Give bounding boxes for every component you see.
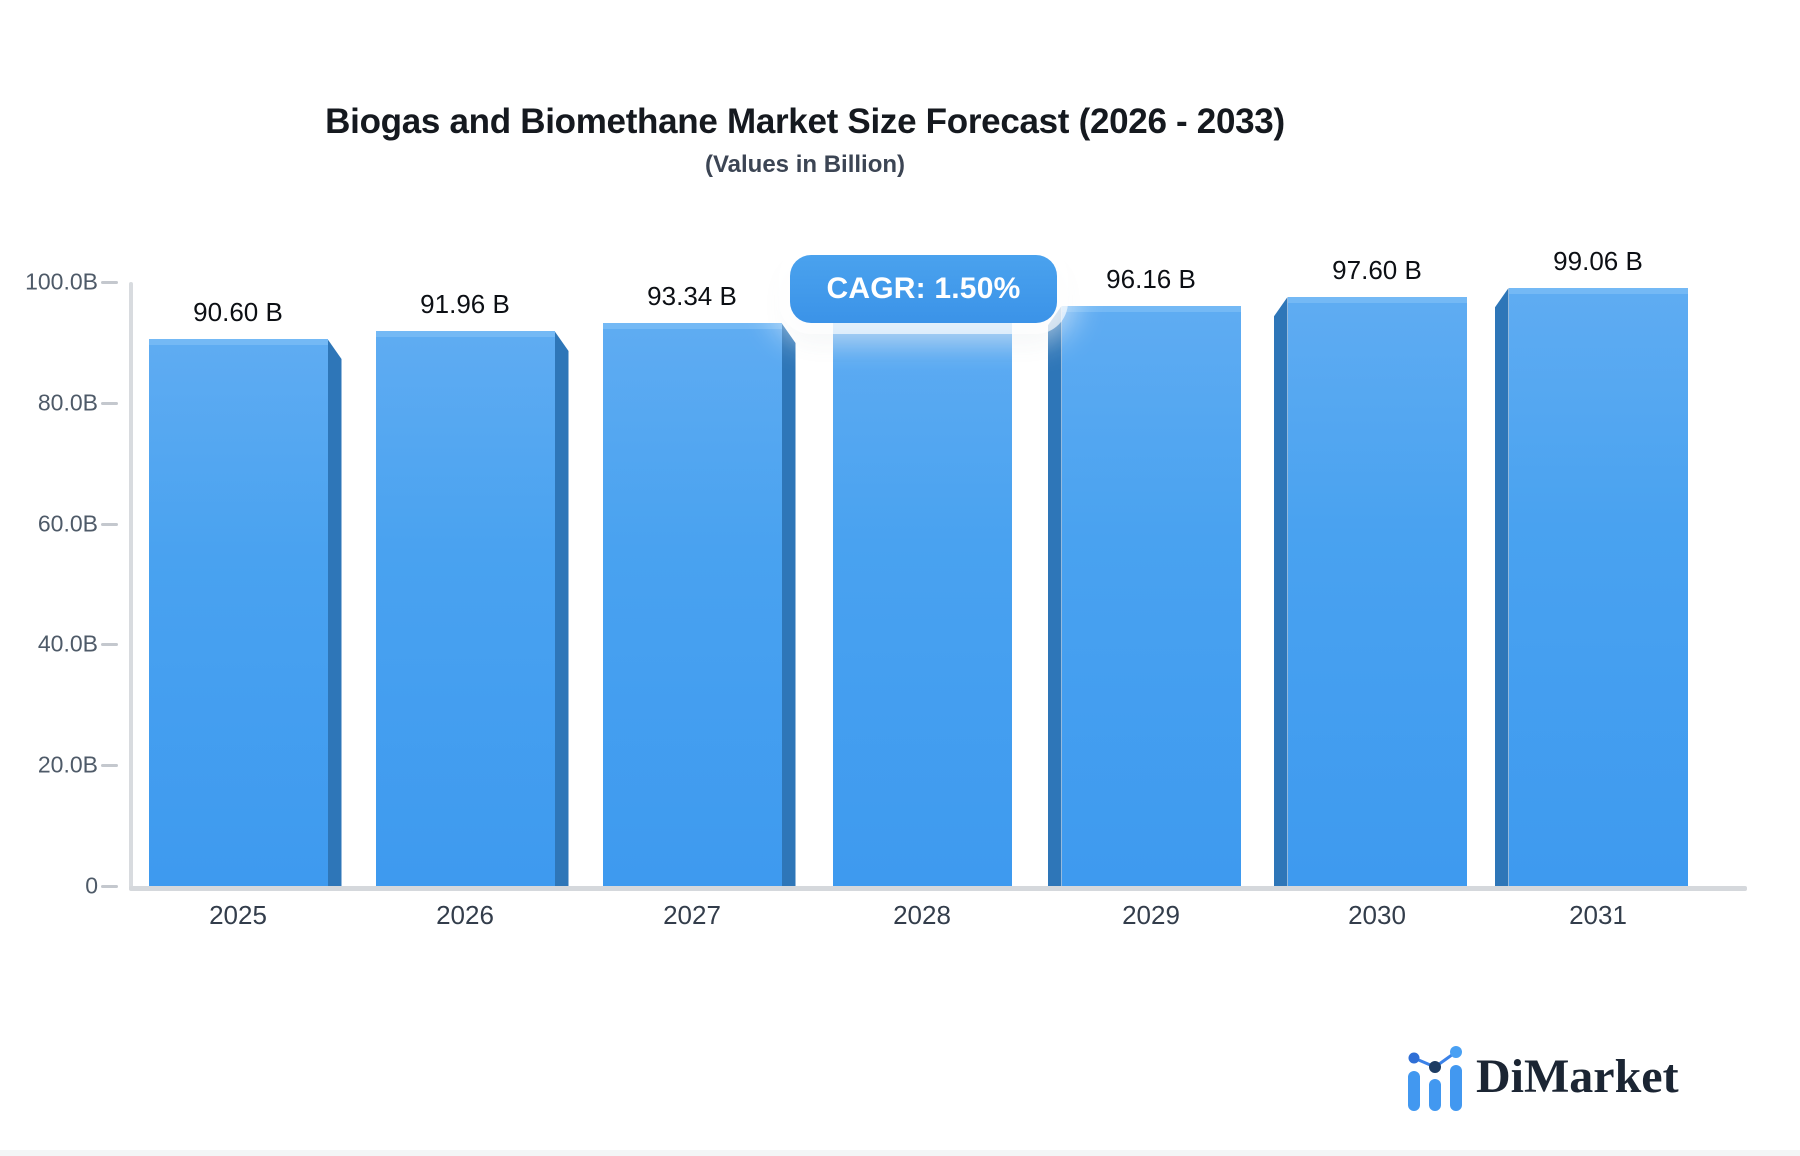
y-axis-tick-label: 0: [85, 872, 98, 899]
bar-side-shade: [1494, 288, 1509, 886]
y-axis-tick-label: 60.0B: [37, 510, 98, 537]
bar-value-label-2030: 97.60 B: [1332, 255, 1422, 285]
bar-top-cap: [1061, 306, 1241, 312]
y-axis-line: [129, 282, 133, 890]
bar-group-2027: [602, 323, 796, 886]
y-axis-tick-mark: [101, 281, 118, 284]
bar-2028[interactable]: [832, 314, 1012, 886]
bar-2031[interactable]: [1508, 288, 1688, 886]
y-axis-tick-mark: [101, 764, 118, 767]
bottom-edge-strip: [0, 1150, 1800, 1156]
x-axis-line: [129, 886, 1747, 891]
bar-group-2028: [832, 314, 1012, 886]
chart-title: Biogas and Biomethane Market Size Foreca…: [325, 102, 1285, 141]
brand-name: DiMarket: [1476, 1050, 1679, 1103]
bar-top-cap: [375, 331, 555, 337]
bar-2025[interactable]: [148, 339, 328, 886]
bar-2029[interactable]: [1061, 306, 1241, 886]
x-axis-label-2029: 2029: [1122, 900, 1180, 930]
bar-value-label-2026: 91.96 B: [420, 289, 510, 319]
y-axis-tick-mark: [101, 402, 118, 405]
y-axis-tick-label: 40.0B: [37, 630, 98, 657]
bar-value-label-2027: 93.34 B: [647, 281, 737, 311]
y-axis-tick-mark: [101, 643, 118, 646]
cagr-badge: CAGR: 1.50%: [790, 255, 1057, 323]
chart-subtitle: (Values in Billion): [704, 151, 906, 178]
x-axis-label-2031: 2031: [1569, 900, 1627, 930]
bar-top-cap: [1508, 288, 1688, 294]
bar-group-2031: [1494, 288, 1688, 886]
x-axis-label-2030: 2030: [1348, 900, 1406, 930]
bar-value-label-2029: 96.16 B: [1106, 264, 1196, 294]
y-axis-tick-label: 20.0B: [37, 751, 98, 778]
y-axis-tick-label: 80.0B: [37, 389, 98, 416]
bar-top-cap: [1287, 297, 1467, 303]
bar-value-label-2031: 99.06 B: [1553, 246, 1643, 276]
bar-value-label-2025: 90.60 B: [193, 297, 283, 327]
bar-side-shade: [554, 331, 569, 886]
bar-top-cap: [602, 323, 782, 329]
bar-side-shade: [781, 323, 796, 886]
x-axis-label-2027: 2027: [663, 900, 721, 930]
brand-logo: DiMarket: [1408, 1040, 1679, 1114]
x-axis-label-2028: 2028: [893, 900, 951, 930]
x-axis-label-2025: 2025: [209, 900, 267, 930]
y-axis-tick-mark: [101, 523, 118, 526]
bar-side-shade: [327, 339, 342, 886]
bar-group-2030: [1273, 297, 1467, 886]
bar-group-2026: [375, 331, 569, 886]
bar-group-2029: [1047, 306, 1241, 886]
y-axis-tick-label: 100.0B: [25, 268, 98, 295]
bar-group-2025: [148, 339, 342, 886]
y-axis-tick-mark: [101, 885, 118, 888]
bar-side-shade: [1047, 306, 1062, 886]
x-axis-label-2026: 2026: [436, 900, 494, 930]
bar-2030[interactable]: [1287, 297, 1467, 886]
bar-chart-logo-icon: [1408, 1043, 1462, 1111]
bar-2026[interactable]: [375, 331, 555, 886]
bar-2027[interactable]: [602, 323, 782, 886]
bar-side-shade: [1273, 297, 1288, 886]
bar-top-cap: [148, 339, 328, 345]
